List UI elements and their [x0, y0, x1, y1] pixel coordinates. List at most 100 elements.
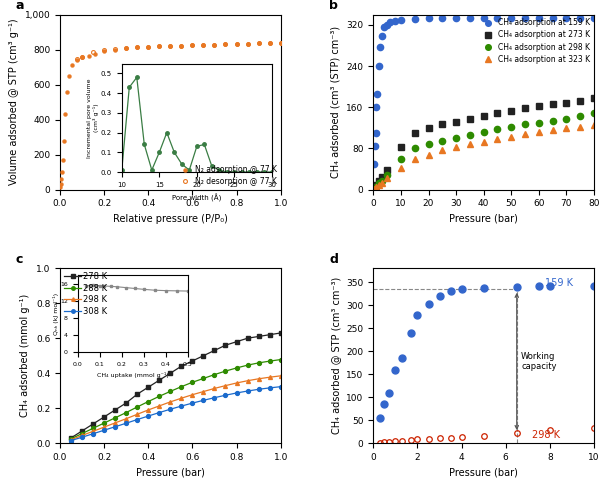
CH₄ adsorption at 273 K	[577, 98, 584, 104]
N₂ desorption @ 77 K	[233, 41, 240, 47]
Line: N₂ adsorption @ 77 K: N₂ adsorption @ 77 K	[58, 40, 283, 189]
288 K	[189, 379, 196, 385]
CH₄ adsorption at 159 K	[480, 15, 487, 20]
278 K	[155, 377, 163, 383]
N₂ desorption @ 77 K	[155, 43, 163, 49]
CH₄ adsorption at 323 K	[480, 139, 487, 145]
CH₄ adsorption at 298 K	[466, 132, 473, 138]
308 K	[67, 438, 74, 444]
Line: CH₄ adsorption at 273 K: CH₄ adsorption at 273 K	[371, 95, 597, 191]
278 K	[134, 391, 141, 397]
N₂ desorption @ 77 K	[89, 49, 97, 55]
Line: N₂ desorption @ 77 K: N₂ desorption @ 77 K	[74, 40, 283, 61]
CH₄ adsorption at 159 K	[577, 15, 584, 20]
288 K	[122, 410, 130, 415]
N₂ desorption @ 77 K	[178, 43, 185, 49]
N₂ adsorption @ 77 K	[61, 112, 68, 117]
N₂ adsorption @ 77 K	[277, 39, 284, 45]
288 K	[167, 389, 174, 394]
N₂ desorption @ 77 K	[189, 42, 196, 48]
Line: CH₄ adsorption at 323 K: CH₄ adsorption at 323 K	[371, 122, 597, 192]
N₂ desorption @ 77 K	[211, 42, 218, 48]
Legend: CH₄ adsorption at 159 K, CH₄ adsorption at 273 K, CH₄ adsorption at 298 K, CH₄ a: CH₄ adsorption at 159 K, CH₄ adsorption …	[481, 19, 590, 64]
CH₄ adsorption at 159 K	[383, 22, 391, 28]
CH₄ adsorption at 273 K	[452, 119, 460, 125]
308 K	[222, 393, 229, 398]
CH₄ adsorption at 159 K	[386, 19, 394, 25]
CH₄ adsorption at 323 K	[521, 131, 529, 137]
Y-axis label: CH₄ adsorbed (mmol g⁻¹): CH₄ adsorbed (mmol g⁻¹)	[20, 294, 31, 417]
CH₄ adsorption at 323 K	[371, 186, 379, 191]
CH₄ adsorption at 273 K	[508, 108, 515, 114]
308 K	[189, 400, 196, 406]
CH₄ adsorption at 159 K	[590, 15, 598, 20]
CH₄ adsorption at 323 K	[494, 136, 501, 142]
CH₄ adsorption at 273 K	[563, 100, 570, 106]
288 K	[134, 404, 141, 410]
CH₄ adsorption at 159 K	[371, 161, 378, 167]
CH₄ adsorption at 159 K	[439, 15, 446, 20]
CH₄ adsorption at 298 K	[373, 184, 380, 190]
CH₄ adsorption at 159 K	[373, 104, 380, 110]
298 K	[244, 378, 251, 384]
308 K	[89, 431, 97, 437]
N₂ desorption @ 77 K	[145, 44, 152, 50]
308 K	[167, 406, 174, 412]
N₂ desorption @ 77 K	[255, 40, 262, 46]
CH₄ adsorption at 298 K	[590, 111, 598, 116]
CH₄ adsorption at 273 K	[397, 145, 404, 150]
CH₄ adsorption at 273 K	[480, 113, 487, 119]
N₂ adsorption @ 77 K	[211, 42, 218, 48]
CH₄ adsorption at 159 K	[494, 15, 501, 20]
CH₄ adsorption at 273 K	[375, 178, 382, 184]
Line: CH₄ adsorption at 159 K: CH₄ adsorption at 159 K	[371, 15, 597, 167]
CH₄ adsorption at 298 K	[452, 135, 460, 141]
N₂ adsorption @ 77 K	[57, 181, 64, 187]
308 K	[266, 385, 273, 391]
308 K	[255, 386, 262, 392]
CH₄ adsorption at 323 K	[577, 124, 584, 130]
288 K	[222, 368, 229, 374]
N₂ desorption @ 77 K	[222, 41, 229, 47]
X-axis label: Pressure (bar): Pressure (bar)	[136, 468, 205, 477]
278 K	[67, 435, 74, 441]
CH₄ adsorption at 159 K	[378, 33, 385, 39]
278 K	[145, 384, 152, 390]
CH₄ adsorption at 298 K	[397, 156, 404, 162]
308 K	[244, 388, 251, 394]
278 K	[79, 428, 86, 434]
CH₄ adsorption at 298 K	[577, 113, 584, 119]
CH₄ adsorption at 298 K	[378, 178, 385, 184]
298 K	[145, 407, 152, 413]
X-axis label: Pressure (bar): Pressure (bar)	[449, 468, 518, 477]
Text: 298 K: 298 K	[532, 430, 560, 440]
278 K	[189, 358, 196, 364]
N₂ desorption @ 77 K	[112, 46, 119, 52]
N₂ desorption @ 77 K	[101, 48, 108, 54]
CH₄ adsorption at 159 K	[381, 24, 388, 30]
N₂ adsorption @ 77 K	[59, 157, 66, 163]
298 K	[112, 420, 119, 426]
278 K	[112, 407, 119, 413]
CH₄ adsorption at 323 K	[563, 125, 570, 131]
N₂ adsorption @ 77 K	[92, 51, 99, 57]
CH₄ adsorption at 323 K	[590, 122, 598, 128]
288 K	[200, 375, 207, 381]
288 K	[178, 384, 185, 390]
N₂ adsorption @ 77 K	[266, 40, 273, 46]
Text: Working
capacity: Working capacity	[521, 352, 557, 371]
288 K	[67, 436, 74, 442]
288 K	[101, 420, 108, 426]
N₂ adsorption @ 77 K	[145, 44, 152, 50]
CH₄ adsorption at 159 K	[425, 15, 432, 21]
298 K	[255, 376, 262, 382]
CH₄ adsorption at 323 K	[508, 133, 515, 139]
CH₄ adsorption at 298 K	[535, 120, 542, 126]
278 K	[233, 339, 240, 345]
Text: c: c	[16, 253, 23, 266]
298 K	[79, 432, 86, 438]
CH₄ adsorption at 273 K	[549, 101, 556, 107]
288 K	[112, 415, 119, 421]
CH₄ adsorption at 298 K	[371, 186, 378, 192]
CH₄ adsorption at 298 K	[411, 146, 418, 151]
